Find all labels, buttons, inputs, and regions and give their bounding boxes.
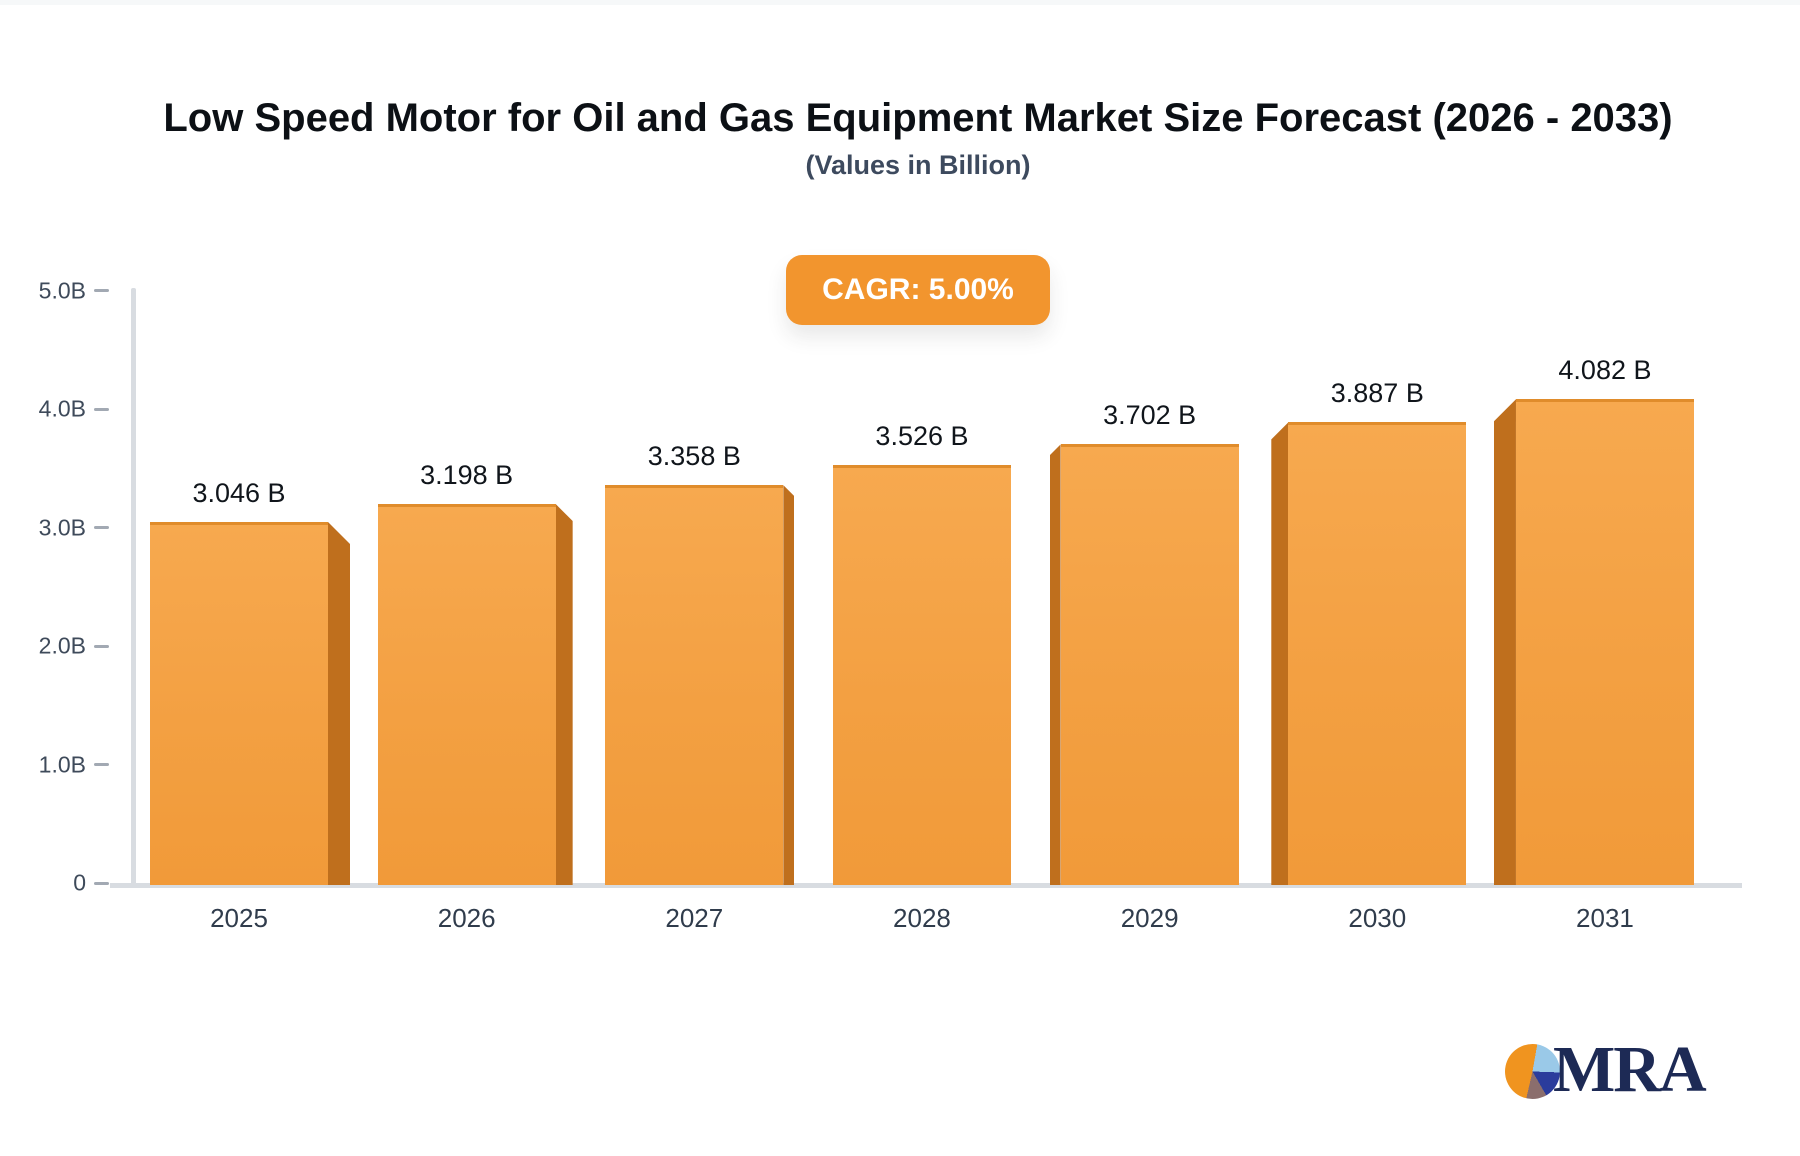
x-axis-label-2030: 2030 [1348,903,1407,933]
y-axis-tick [94,407,109,411]
y-axis-tick-label: 4.0B [38,395,86,422]
bar-3d-side [783,485,795,885]
bar-value-label: 3.702 B [1103,400,1197,431]
x-axis-line [110,883,1742,888]
bar-2030 [1288,422,1467,885]
x-axis-label-2029: 2029 [1120,903,1179,933]
bar-value-label: 4.082 B [1558,355,1652,386]
cagr-badge: CAGR: 5.00% [786,255,1050,325]
y-axis-tick-label: 1.0B [38,751,86,777]
bar-3d-side [1271,422,1289,885]
bar-2028 [832,465,1011,885]
x-axis-label-2028: 2028 [893,903,951,933]
bar-value-label: 3.887 B [1330,378,1424,409]
bar-2025 [150,522,328,885]
chart-subtitle: (Values in Billion) [805,150,1031,180]
bar-value-label: 3.198 B [420,460,514,491]
bar-2026 [377,504,556,885]
bar-3d-side [555,504,573,885]
bar-2027 [605,485,784,885]
y-axis-tick [94,526,109,529]
pie-chart-logo-icon [1505,1044,1560,1099]
bar-2031 [1515,399,1694,885]
y-axis-tick-label: 2.0B [38,632,86,659]
y-axis-line [131,288,136,886]
cagr-badge-label: CAGR: 5.00% [822,273,1014,306]
y-axis-tick-label: 3.0B [38,514,86,540]
x-axis-label-2025: 2025 [210,903,268,933]
bar-value-label: 3.358 B [647,441,741,472]
bar-value-label: 3.046 B [192,478,286,509]
chart-title: Low Speed Motor for Oil and Gas Equipmen… [163,96,1673,140]
bar-3d-side [1493,399,1516,885]
y-axis-tick [94,881,109,885]
top-edge-strip [0,0,1800,5]
bar-3d-side [1049,444,1061,885]
mra-logo: MRA [1505,1033,1735,1118]
x-axis-label-2027: 2027 [665,903,724,933]
y-axis-tick-label: 5.0B [38,277,86,303]
y-axis-tick [94,763,109,766]
y-axis-tick [94,289,109,292]
y-axis-tick-label: 0 [73,869,86,896]
x-axis-label-2026: 2026 [437,903,496,933]
y-axis-tick [94,644,109,648]
bar-value-label: 3.526 B [875,421,969,452]
bar-3d-side [328,522,350,885]
logo-text: MRA [1553,1033,1707,1106]
x-axis-label-2031: 2031 [1576,903,1634,933]
bar-2029 [1060,444,1239,885]
